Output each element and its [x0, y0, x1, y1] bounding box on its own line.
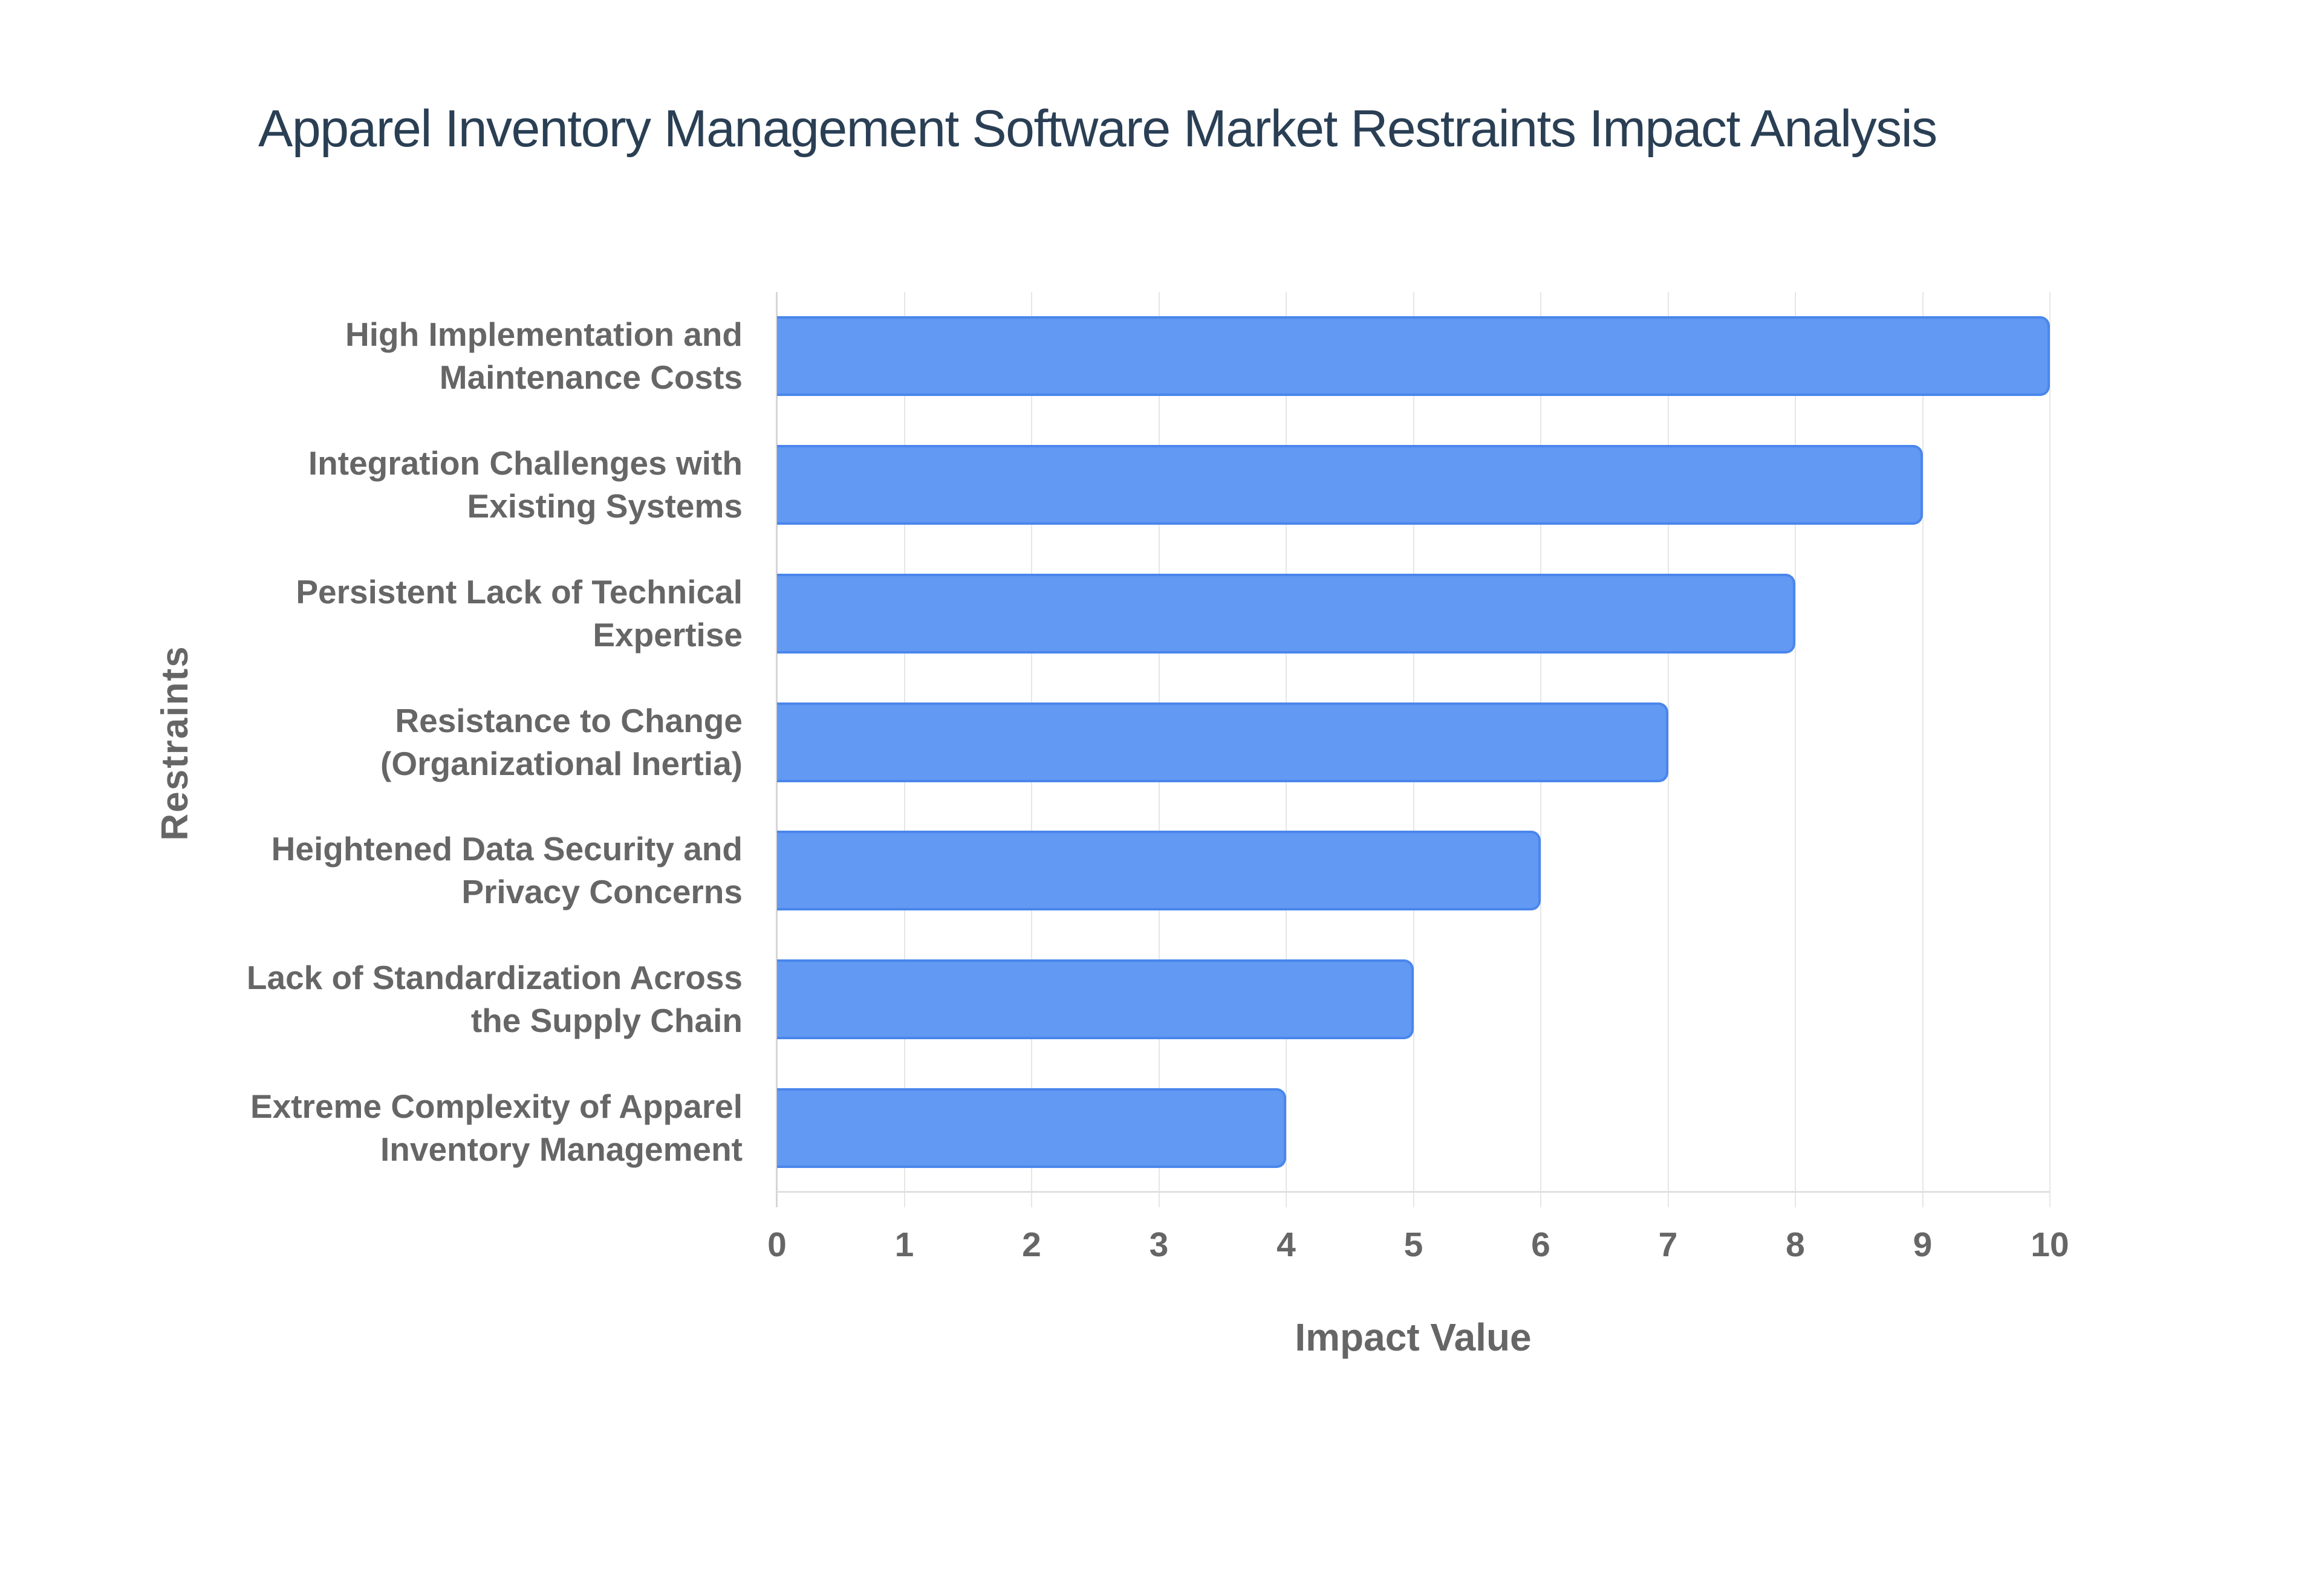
x-tick-label: 4: [1276, 1225, 1296, 1264]
x-tick-label: 3: [1149, 1225, 1169, 1264]
category-label: Heightened Data Security and Privacy Conc…: [198, 828, 743, 913]
x-tick-label: 0: [767, 1225, 787, 1264]
gridline-x-9: [1922, 292, 1924, 1207]
category-label-line: High Implementation and: [345, 316, 743, 354]
category-label: High Implementation and Maintenance Costs: [198, 313, 743, 399]
category-label: Integration Challenges with Existing Syst…: [198, 442, 743, 528]
category-label: Lack of Standardization Across the Supply…: [198, 956, 743, 1042]
x-tick-label: 9: [1913, 1225, 1933, 1264]
bar[interactable]: [777, 573, 1795, 654]
x-tick-label: 5: [1403, 1225, 1423, 1264]
x-tick-label: 7: [1658, 1225, 1678, 1264]
bar[interactable]: [777, 1088, 1286, 1168]
bar[interactable]: [777, 831, 1541, 911]
category-label-line: Heightened Data Security and: [271, 830, 743, 868]
category-label-line: Lack of Standardization Across: [246, 958, 743, 996]
category-label-line: Resistance to Change: [395, 701, 743, 739]
category-label: Persistent Lack of Technical Expertise: [198, 571, 743, 657]
plot-area: [776, 292, 2050, 1207]
bar[interactable]: [777, 702, 1668, 782]
y-axis-line: [776, 292, 778, 1207]
category-label: Extreme Complexity of Apparel Inventory M…: [198, 1085, 743, 1171]
category-label-line: Privacy Concerns: [461, 873, 743, 911]
gridline-x-8: [1795, 292, 1796, 1207]
category-label-line: Expertise: [593, 615, 743, 654]
chart-title: Apparel Inventory Management Software Ma…: [258, 100, 1937, 158]
category-label-line: Maintenance Costs: [439, 358, 743, 397]
category-label-line: Extreme Complexity of Apparel: [250, 1087, 743, 1125]
gridline-x-10: [2049, 292, 2050, 1207]
x-tick-label: 6: [1531, 1225, 1550, 1264]
x-axis-title: Impact Value: [1295, 1315, 1532, 1359]
x-axis-line: [777, 1191, 2050, 1193]
y-axis-title: Restraints: [154, 645, 196, 841]
bar[interactable]: [777, 316, 2050, 397]
bar[interactable]: [777, 959, 1414, 1039]
category-label-line: (Organizational Inertia): [380, 744, 743, 782]
category-label-line: Existing Systems: [467, 487, 743, 525]
category-label: Resistance to Change (Organizational Iner…: [198, 699, 743, 785]
category-label-line: Inventory Management: [380, 1130, 743, 1168]
x-tick-label: 10: [2031, 1225, 2069, 1264]
gridline-x-7: [1667, 292, 1669, 1207]
category-label-line: Integration Challenges with: [308, 444, 743, 482]
x-tick-label: 2: [1022, 1225, 1041, 1264]
x-tick-label: 1: [894, 1225, 914, 1264]
category-label-line: Persistent Lack of Technical: [296, 573, 743, 611]
bar[interactable]: [777, 445, 1923, 525]
category-label-line: the Supply Chain: [470, 1001, 743, 1039]
x-tick-label: 8: [1786, 1225, 1805, 1264]
